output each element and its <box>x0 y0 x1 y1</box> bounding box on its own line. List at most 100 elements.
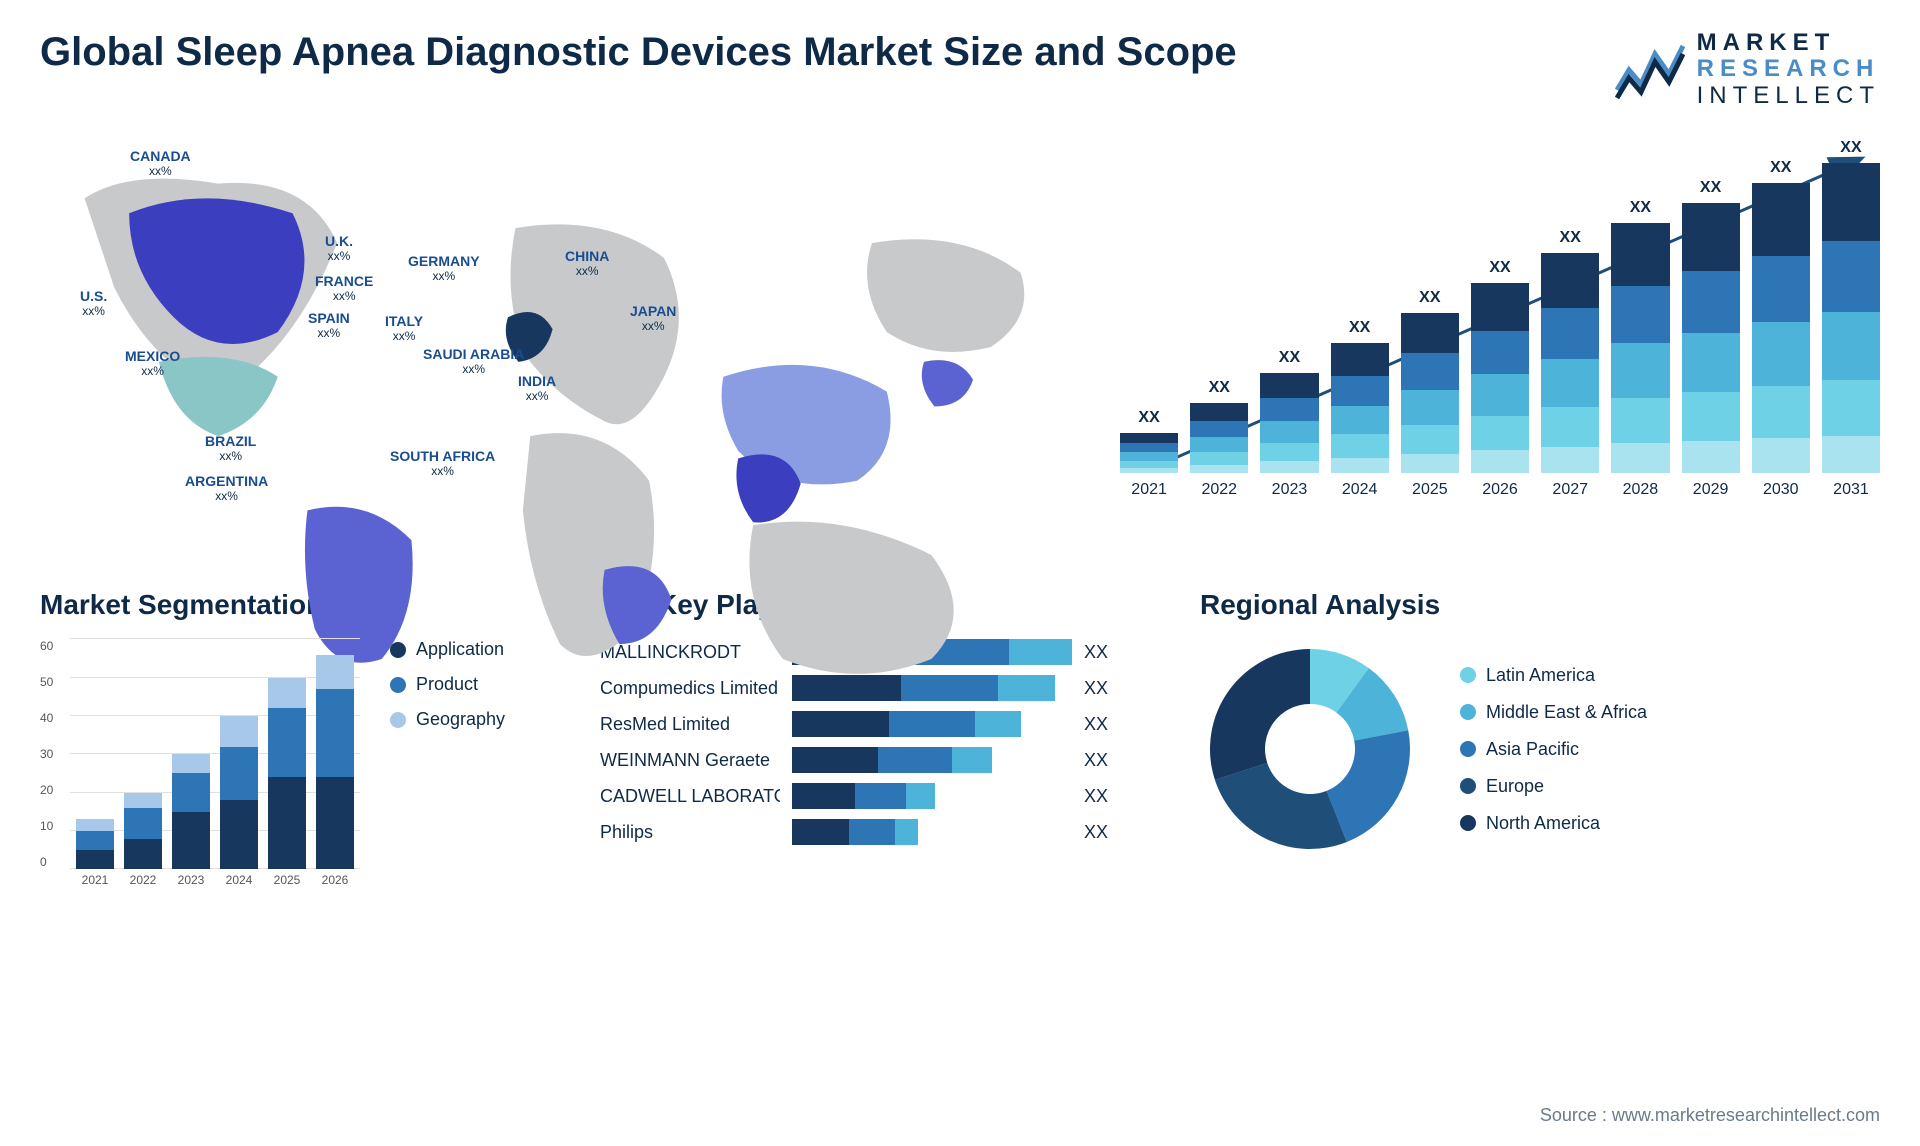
growth-bar-year-label: 2030 <box>1763 481 1799 499</box>
player-row: CADWELL LABORATORIES XX <box>600 783 1160 809</box>
growth-bar-year-label: 2031 <box>1833 481 1869 499</box>
logo-line-3: INTELLECT <box>1697 83 1880 109</box>
growth-bar-value-label: XX <box>1560 229 1581 247</box>
legend-item: Latin America <box>1460 665 1647 686</box>
growth-bar-year-label: 2021 <box>1131 481 1167 499</box>
player-value-label: XX <box>1084 822 1108 843</box>
legend-item: Europe <box>1460 776 1647 797</box>
growth-bar-year-label: 2024 <box>1342 481 1378 499</box>
legend-item: Middle East & Africa <box>1460 702 1647 723</box>
player-value-label: XX <box>1084 786 1108 807</box>
segmentation-year-label: 2023 <box>172 873 210 899</box>
growth-bar-value-label: XX <box>1700 179 1721 197</box>
growth-bar-year-label: 2027 <box>1552 481 1588 499</box>
growth-bar-column: XX 2021 <box>1120 409 1178 499</box>
legend-label: Middle East & Africa <box>1486 702 1647 723</box>
country-label: CHINAxx% <box>565 249 609 278</box>
growth-bar-year-label: 2029 <box>1693 481 1729 499</box>
legend-swatch-icon <box>1460 778 1476 794</box>
growth-bar-year-label: 2022 <box>1201 481 1237 499</box>
segmentation-bar-chart: 0102030405060 202120222023202420252026 <box>40 639 360 899</box>
segmentation-year-label: 2024 <box>220 873 258 899</box>
growth-bar-column: XX 2030 <box>1752 159 1810 499</box>
player-name: Philips <box>600 822 780 843</box>
segmentation-bar-column <box>172 754 210 869</box>
country-label: SPAINxx% <box>308 311 350 340</box>
country-label: GERMANYxx% <box>408 254 480 283</box>
growth-bar-column: XX 2024 <box>1331 319 1389 499</box>
country-label: U.K.xx% <box>325 234 353 263</box>
legend-swatch-icon <box>1460 667 1476 683</box>
growth-bar-year-label: 2026 <box>1482 481 1518 499</box>
growth-bar-column: XX 2026 <box>1471 259 1529 499</box>
world-map: CANADAxx%U.S.xx%MEXICOxx%BRAZILxx%ARGENT… <box>40 139 1080 539</box>
legend-swatch-icon <box>1460 741 1476 757</box>
segmentation-year-label: 2025 <box>268 873 306 899</box>
logo-line-1: MARKET <box>1697 30 1880 56</box>
country-label: MEXICOxx% <box>125 349 180 378</box>
country-label: ITALYxx% <box>385 314 423 343</box>
segmentation-bar-column <box>316 655 354 870</box>
growth-bar-column: XX 2029 <box>1682 179 1740 499</box>
legend-label: Asia Pacific <box>1486 739 1579 760</box>
logo-mark-icon <box>1615 40 1685 100</box>
growth-bar-value-label: XX <box>1770 159 1791 177</box>
growth-bar-column: XX 2027 <box>1541 229 1599 499</box>
country-label: INDIAxx% <box>518 374 556 403</box>
growth-bar-value-label: XX <box>1209 379 1230 397</box>
growth-bar-column: XX 2031 <box>1822 139 1880 499</box>
player-value-label: XX <box>1084 678 1108 699</box>
donut-slice <box>1210 649 1310 780</box>
regional-legend: Latin America Middle East & Africa Asia Pa… <box>1460 665 1647 834</box>
source-attribution: Source : www.marketresearchintellect.com <box>1540 1105 1880 1126</box>
player-value-label: XX <box>1084 750 1108 771</box>
legend-swatch-icon <box>1460 704 1476 720</box>
growth-bar-value-label: XX <box>1489 259 1510 277</box>
segmentation-bar-column <box>220 716 258 869</box>
page-title: Global Sleep Apnea Diagnostic Devices Ma… <box>40 30 1237 75</box>
growth-bar-column: XX 2028 <box>1611 199 1669 499</box>
legend-label: North America <box>1486 813 1600 834</box>
growth-bar-column: XX 2022 <box>1190 379 1248 499</box>
growth-bar-value-label: XX <box>1138 409 1159 427</box>
regional-title: Regional Analysis <box>1200 589 1880 621</box>
growth-bar-year-label: 2025 <box>1412 481 1448 499</box>
segmentation-bar-column <box>124 793 162 870</box>
growth-bar-value-label: XX <box>1279 349 1300 367</box>
country-label: ARGENTINAxx% <box>185 474 268 503</box>
country-label: JAPANxx% <box>630 304 676 333</box>
growth-bar-value-label: XX <box>1840 139 1861 157</box>
growth-bar-chart: XX 2021 XX 2022 XX 2023 XX 2024 XX 2025 XX 2026 XX 20… <box>1120 139 1880 539</box>
legend-item: North America <box>1460 813 1647 834</box>
legend-label: Europe <box>1486 776 1544 797</box>
growth-bar-value-label: XX <box>1419 289 1440 307</box>
segmentation-year-label: 2022 <box>124 873 162 899</box>
country-label: SAUDI ARABIAxx% <box>423 347 524 376</box>
player-row: Philips XX <box>600 819 1160 845</box>
legend-swatch-icon <box>1460 815 1476 831</box>
segmentation-year-label: 2021 <box>76 873 114 899</box>
segmentation-bar-column <box>76 819 114 869</box>
brand-logo: MARKET RESEARCH INTELLECT <box>1615 30 1880 109</box>
growth-bar-value-label: XX <box>1630 199 1651 217</box>
growth-bar-year-label: 2023 <box>1272 481 1308 499</box>
country-label: FRANCExx% <box>315 274 373 303</box>
growth-bar-year-label: 2028 <box>1623 481 1659 499</box>
growth-bar-column: XX 2025 <box>1401 289 1459 499</box>
player-value-label: XX <box>1084 642 1108 663</box>
country-label: BRAZILxx% <box>205 434 256 463</box>
player-name: WEINMANN Geraete <box>600 750 780 771</box>
donut-slice <box>1215 763 1347 849</box>
growth-bar-column: XX 2023 <box>1260 349 1318 499</box>
player-row: WEINMANN Geraete XX <box>600 747 1160 773</box>
country-label: CANADAxx% <box>130 149 191 178</box>
legend-label: Latin America <box>1486 665 1595 686</box>
growth-bar-value-label: XX <box>1349 319 1370 337</box>
country-label: SOUTH AFRICAxx% <box>390 449 495 478</box>
player-name: CADWELL LABORATORIES <box>600 786 780 807</box>
legend-item: Asia Pacific <box>1460 739 1647 760</box>
logo-line-2: RESEARCH <box>1697 56 1880 82</box>
segmentation-bar-column <box>268 678 306 870</box>
regional-donut-chart <box>1200 639 1420 859</box>
segmentation-year-label: 2026 <box>316 873 354 899</box>
